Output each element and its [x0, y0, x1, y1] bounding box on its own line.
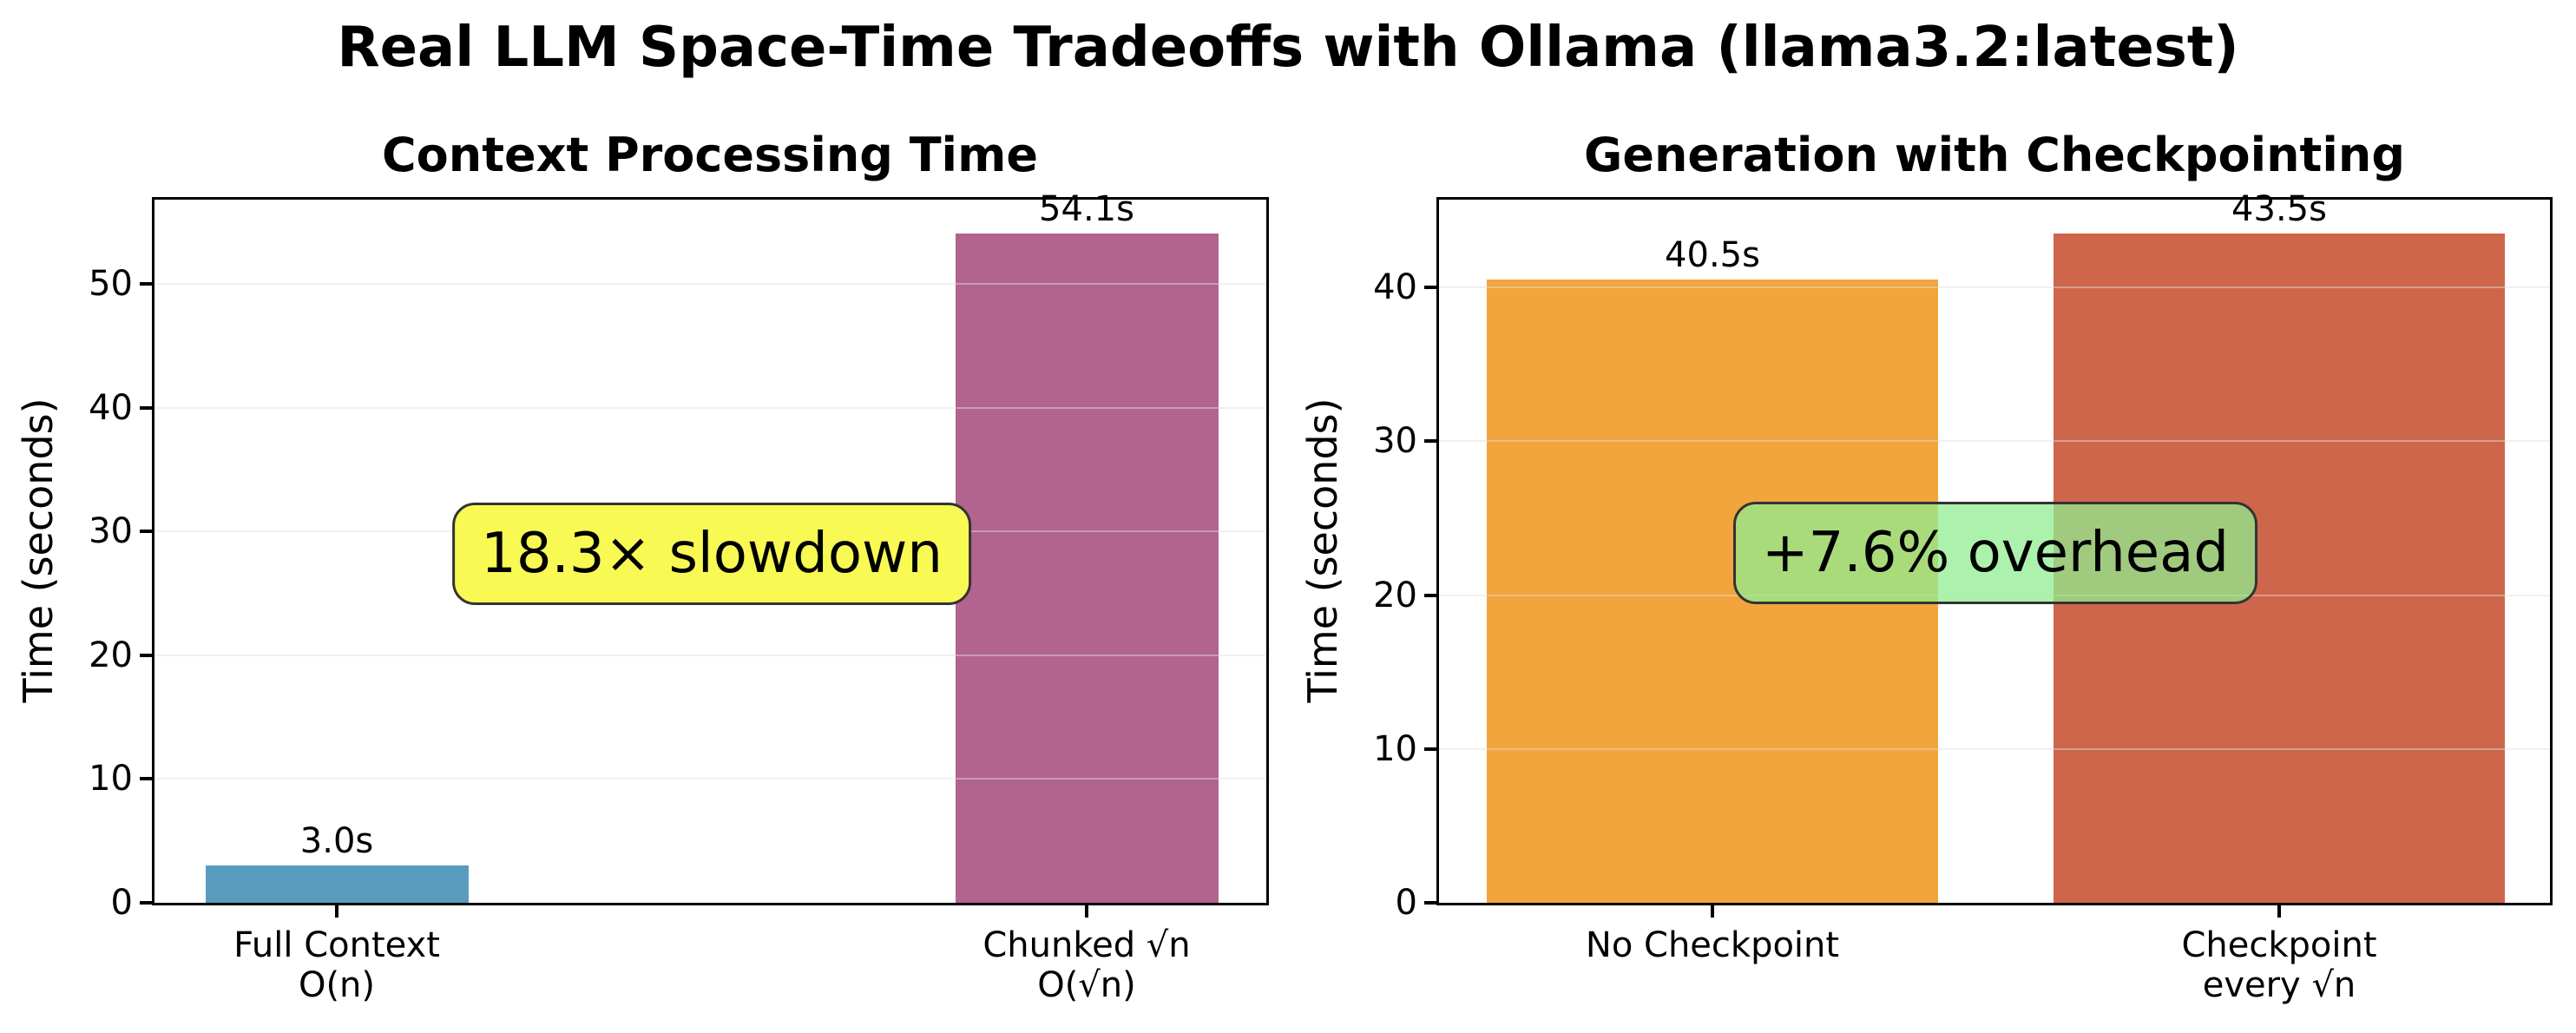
- x-tick-label: No Checkpoint: [1585, 925, 1840, 965]
- y-tick-mark: [1424, 439, 1436, 444]
- y-tick-mark: [1424, 286, 1436, 290]
- x-tick-mark: [1711, 905, 1714, 918]
- y-tick-mark: [140, 901, 152, 905]
- y-tick-mark: [1424, 593, 1436, 597]
- y-tick-label: 0: [1395, 883, 1417, 923]
- x-tick-mark: [335, 905, 338, 918]
- y-tick-label: 30: [89, 511, 133, 552]
- y-tick-mark: [140, 281, 152, 286]
- bar-value-label: 54.1s: [1039, 189, 1134, 229]
- grid-line: [154, 406, 1266, 409]
- y-tick-label: 0: [110, 883, 133, 923]
- grid-line: [154, 654, 1266, 656]
- bar-value-label: 3.0s: [299, 821, 374, 861]
- y-tick-label: 20: [1373, 575, 1417, 615]
- y-tick-label: 50: [89, 263, 133, 304]
- bar-value-label: 40.5s: [1665, 235, 1760, 275]
- figure-title: Real LLM Space-Time Tradeoffs with Ollam…: [337, 16, 2239, 80]
- y-tick-label: 40: [1373, 267, 1417, 308]
- overhead-annotation: +7.6% overhead: [1733, 502, 2257, 604]
- y-tick-label: 30: [1373, 421, 1417, 462]
- grid-line: [1439, 747, 2550, 750]
- x-tick-mark: [2277, 905, 2281, 918]
- grid-line: [1439, 440, 2550, 443]
- y-tick-mark: [1424, 901, 1436, 905]
- x-tick-label: Full Context O(n): [233, 925, 440, 1005]
- y-tick-label: 10: [1373, 728, 1417, 769]
- y-tick-mark: [140, 777, 152, 781]
- bar-value-label: 43.5s: [2231, 189, 2327, 229]
- x-tick-label: Checkpoint every √n: [2181, 925, 2377, 1005]
- y-tick-mark: [140, 653, 152, 657]
- grid-line: [1439, 286, 2550, 289]
- y-tick-mark: [140, 530, 152, 534]
- bar: [955, 234, 1219, 903]
- left-chart-title: Context Processing Time: [382, 128, 1038, 182]
- grid-line: [154, 282, 1266, 285]
- right-chart-title: Generation with Checkpointing: [1584, 128, 2405, 182]
- y-tick-mark: [140, 405, 152, 410]
- x-tick-mark: [1085, 905, 1088, 918]
- slowdown-annotation: 18.3× slowdown: [452, 503, 971, 605]
- bar: [205, 865, 469, 903]
- right-plot-area: [1436, 197, 2553, 905]
- x-tick-label: Chunked √n O(√n): [982, 925, 1191, 1005]
- left-plot-area: [152, 197, 1269, 905]
- y-tick-label: 40: [89, 387, 133, 428]
- y-tick-mark: [1424, 747, 1436, 751]
- grid-line: [154, 778, 1266, 780]
- y-tick-label: 10: [89, 759, 133, 799]
- y-tick-label: 20: [89, 635, 133, 675]
